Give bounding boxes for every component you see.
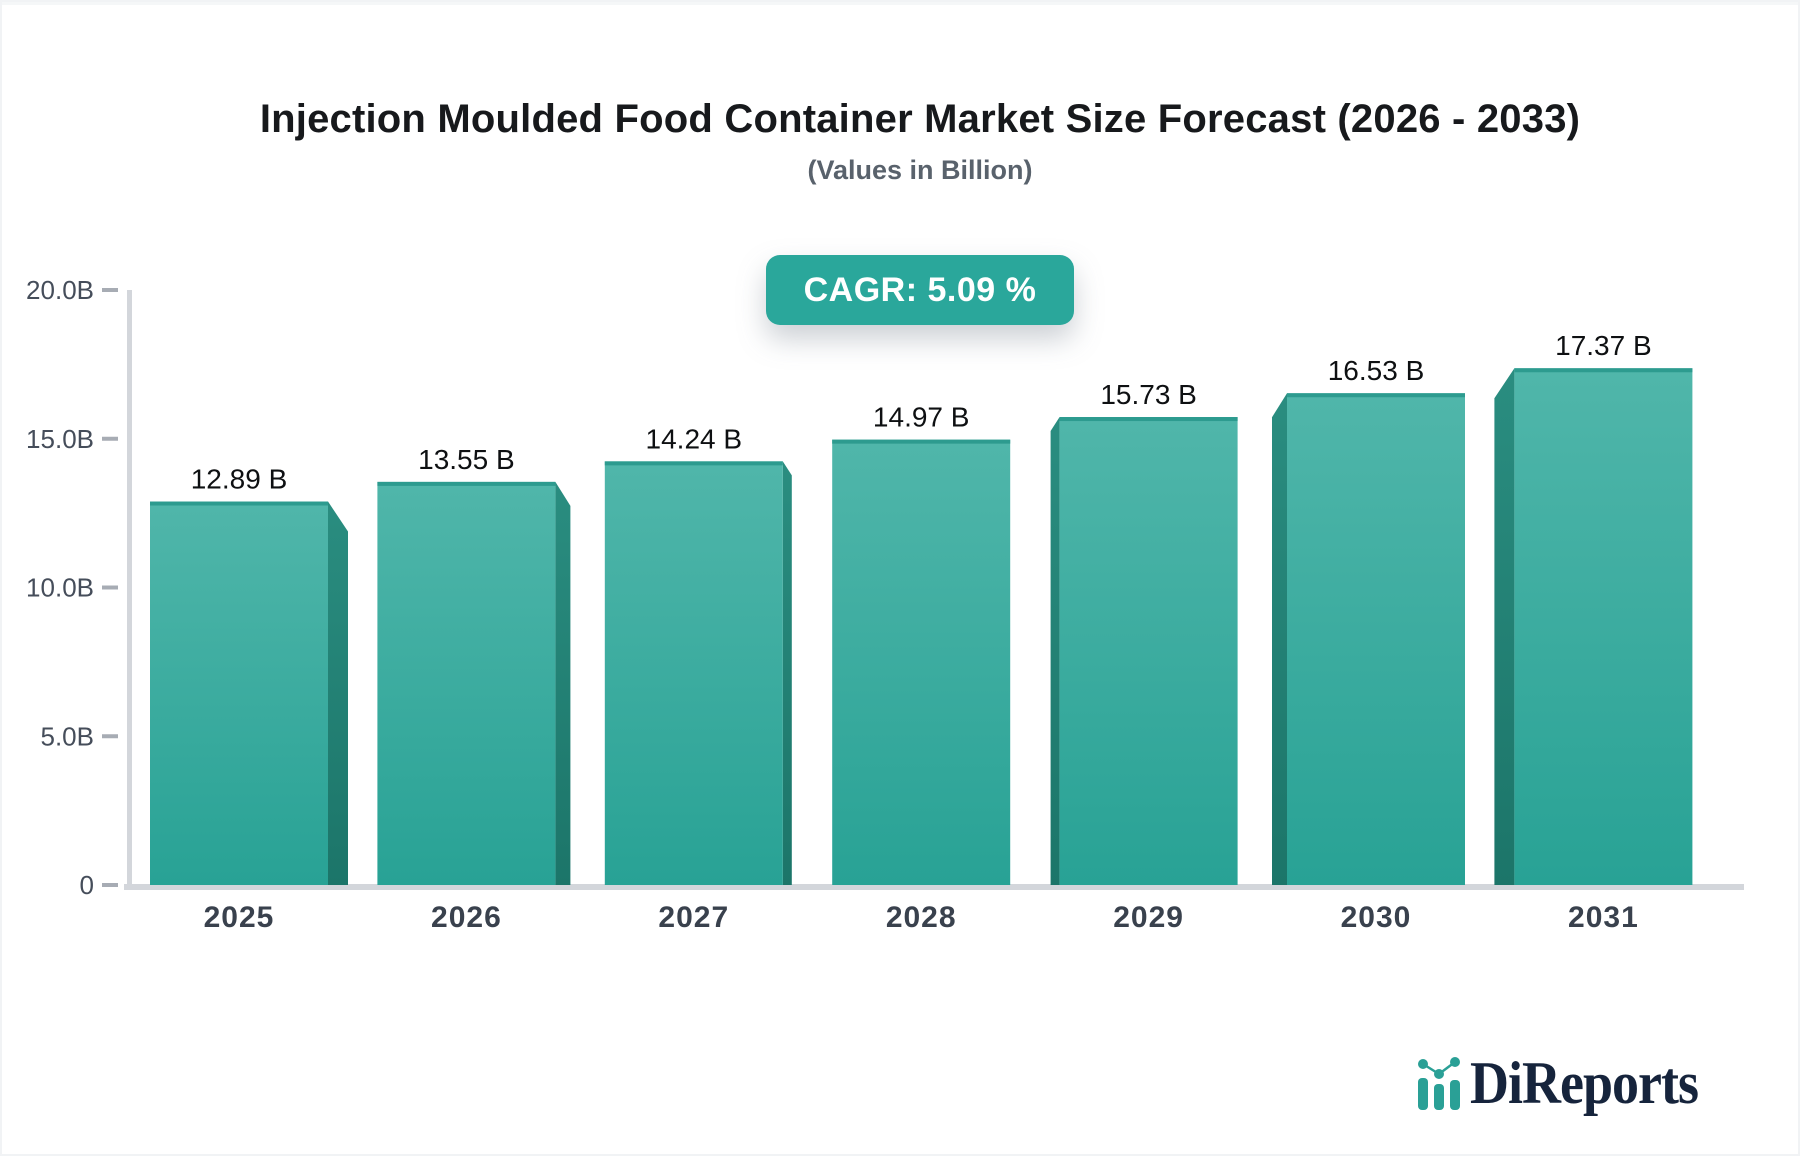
- bar-2027: [604, 461, 783, 885]
- y-axis-label: 0: [80, 870, 94, 900]
- bar-2030: [1287, 393, 1465, 885]
- bar-side-2030: [1272, 393, 1287, 885]
- bar-side-2025: [328, 501, 348, 885]
- bar-top-edge-2029: [1059, 417, 1238, 422]
- logo-text: DiReports: [1470, 1048, 1699, 1117]
- cagr-badge: CAGR: 5.09 %: [765, 255, 1075, 325]
- y-tick-mark: [102, 288, 118, 292]
- bar-top-edge-2030: [1287, 393, 1465, 398]
- y-axis-label: 15.0B: [26, 424, 94, 454]
- bar-side-2031: [1494, 368, 1515, 885]
- bar-value-2031: 17.37 B: [1555, 330, 1652, 361]
- bar-value-2029: 15.73 B: [1100, 379, 1197, 410]
- bar-value-2027: 14.24 B: [646, 423, 743, 454]
- bar-2026: [377, 481, 556, 885]
- x-axis-line: [124, 884, 1744, 890]
- bar-value-2025: 12.89 B: [191, 464, 288, 495]
- bar-top-edge-2027: [604, 461, 783, 466]
- bar-top-edge-2031: [1514, 368, 1693, 373]
- y-axis-label: 10.0B: [26, 573, 94, 603]
- bar-top-edge-2028: [832, 439, 1011, 444]
- bar-value-2028: 14.97 B: [873, 402, 970, 433]
- y-axis-label: 20.0B: [26, 275, 94, 305]
- x-axis-label-2025: 2025: [204, 901, 275, 934]
- chart-header: Injection Moulded Food Container Market …: [40, 97, 1800, 186]
- bar-chart-trend-icon: [1418, 1057, 1461, 1110]
- bar-top-edge-2025: [150, 501, 328, 506]
- bar-2025: [150, 501, 328, 885]
- bar-value-2026: 13.55 B: [418, 444, 515, 475]
- y-tick-mark: [102, 585, 118, 590]
- bar-2029: [1059, 417, 1238, 885]
- x-axis-label-2026: 2026: [431, 901, 502, 934]
- y-tick-mark: [102, 436, 118, 441]
- x-axis-label-2029: 2029: [1113, 901, 1184, 934]
- bar-side-2027: [782, 461, 792, 885]
- chart-title: Injection Moulded Food Container Market …: [259, 97, 1581, 141]
- bar-value-2030: 16.53 B: [1328, 355, 1425, 386]
- bar-top-edge-2026: [377, 481, 556, 486]
- cagr-badge-row: CAGR: 5.09 %: [40, 255, 1800, 325]
- x-axis-label-2030: 2030: [1341, 901, 1412, 934]
- y-tick-mark: [102, 883, 118, 887]
- chart-subtitle: (Values in Billion): [807, 155, 1033, 185]
- bar-2031: [1514, 368, 1693, 885]
- y-tick-mark: [102, 734, 118, 739]
- bar-side-2029: [1050, 417, 1060, 885]
- x-axis-label-2031: 2031: [1568, 901, 1639, 934]
- x-axis-label-2027: 2027: [658, 901, 729, 934]
- x-axis-label-2028: 2028: [886, 901, 957, 934]
- bar-2028: [832, 439, 1011, 885]
- y-axis-label: 5.0B: [41, 721, 95, 751]
- y-axis-line: [127, 290, 132, 888]
- bar-side-2026: [555, 481, 571, 885]
- direports-logo: DiReports: [1418, 1048, 1699, 1117]
